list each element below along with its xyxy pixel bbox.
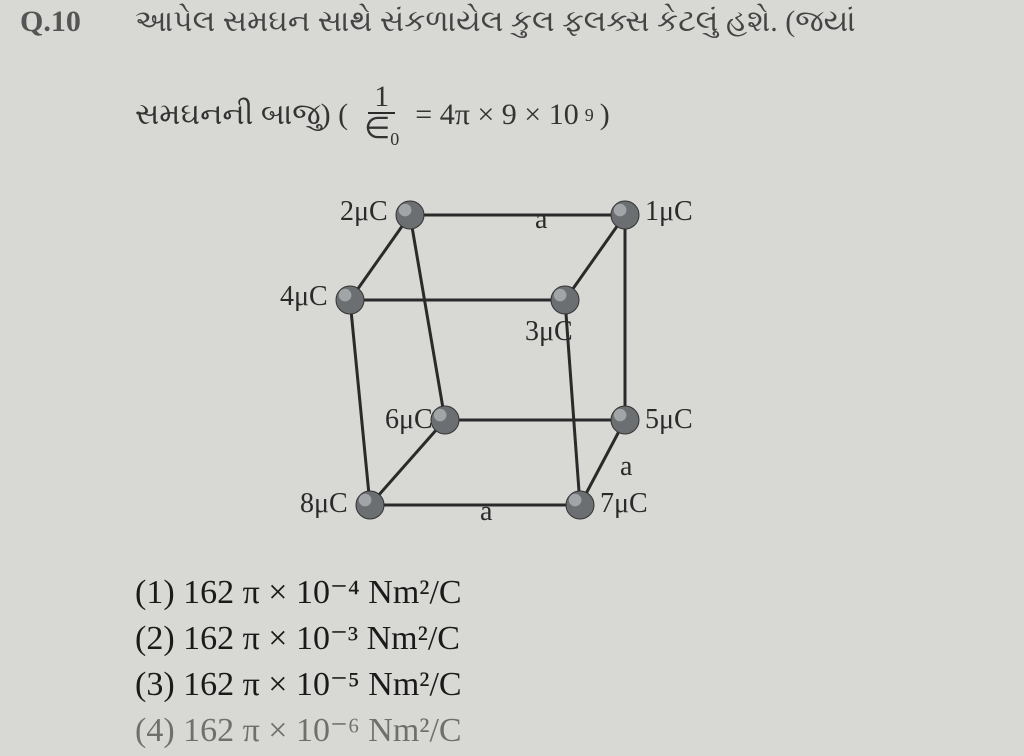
option-2: (2) 162 π × 10⁻³ Nm²/C bbox=[135, 618, 462, 658]
charge-label: 2μC bbox=[340, 196, 388, 227]
cube-edge bbox=[350, 215, 410, 300]
option-1: (1) 162 π × 10⁻⁴ Nm²/C bbox=[135, 572, 462, 612]
line2-suffix: ) bbox=[600, 98, 610, 132]
vertex-top_back_right bbox=[611, 201, 639, 229]
vertex-top_front_left bbox=[336, 286, 364, 314]
charge-label: 5μC bbox=[645, 404, 693, 435]
epsilon: ∈ bbox=[364, 112, 390, 145]
epsilon-sub: 0 bbox=[390, 129, 399, 149]
vertex-top_front_right bbox=[551, 286, 579, 314]
equation-sup: 9 bbox=[585, 105, 594, 126]
option-4: (4) 162 π × 10⁻⁶ Nm²/C bbox=[135, 710, 462, 750]
question-line1: આપેલ સમઘન સાથે સંકળાયેલ કુલ ફલક્સ કેટલું… bbox=[135, 5, 856, 39]
equation-body: = 4π × 9 × 10 bbox=[415, 98, 578, 132]
vertex-top_back_left bbox=[396, 201, 424, 229]
charge-label: 3μC bbox=[525, 316, 573, 347]
vertex-bot_front_right bbox=[566, 491, 594, 519]
cube-edge bbox=[565, 215, 625, 300]
fraction-numerator: 1 bbox=[368, 82, 395, 114]
vertex-bot_back_left bbox=[431, 406, 459, 434]
edge-label: a bbox=[535, 204, 548, 235]
edge-label: a bbox=[620, 451, 633, 482]
page: Q.10 આપેલ સમઘન સાથે સંકળાયેલ કુલ ફલક્સ ક… bbox=[0, 0, 1024, 755]
charge-label: 7μC bbox=[600, 488, 648, 519]
vertex-bot_front_left bbox=[356, 491, 384, 519]
charge-label: 4μC bbox=[280, 281, 328, 312]
options-list: (1) 162 π × 10⁻⁴ Nm²/C (2) 162 π × 10⁻³ … bbox=[135, 572, 462, 756]
fraction-denominator: ∈0 bbox=[358, 114, 405, 148]
vertex-bot_back_right bbox=[611, 406, 639, 434]
question-number: Q.10 bbox=[20, 5, 81, 39]
question-line2: સમઘનની બાજુ) ( 1 ∈0 = 4π × 9 × 10 9 ) bbox=[135, 82, 610, 148]
cube-edge bbox=[350, 300, 370, 505]
charge-label: 6μC bbox=[385, 404, 433, 435]
charge-label: 8μC bbox=[300, 488, 348, 519]
edge-label: a bbox=[480, 496, 493, 527]
fraction: 1 ∈0 bbox=[358, 82, 405, 148]
charge-label: 1μC bbox=[645, 196, 693, 227]
cube-svg: a a a 2μC 1μC 4μC 3μC 6μC 5μC 8μC 7μC bbox=[280, 170, 740, 550]
cube-diagram: a a a 2μC 1μC 4μC 3μC 6μC 5μC 8μC 7μC bbox=[280, 170, 740, 550]
option-3: (3) 162 π × 10⁻⁵ Nm²/C bbox=[135, 664, 462, 704]
line2-prefix: સમઘનની બાજુ) ( bbox=[135, 98, 348, 132]
cube-edge bbox=[410, 215, 445, 420]
